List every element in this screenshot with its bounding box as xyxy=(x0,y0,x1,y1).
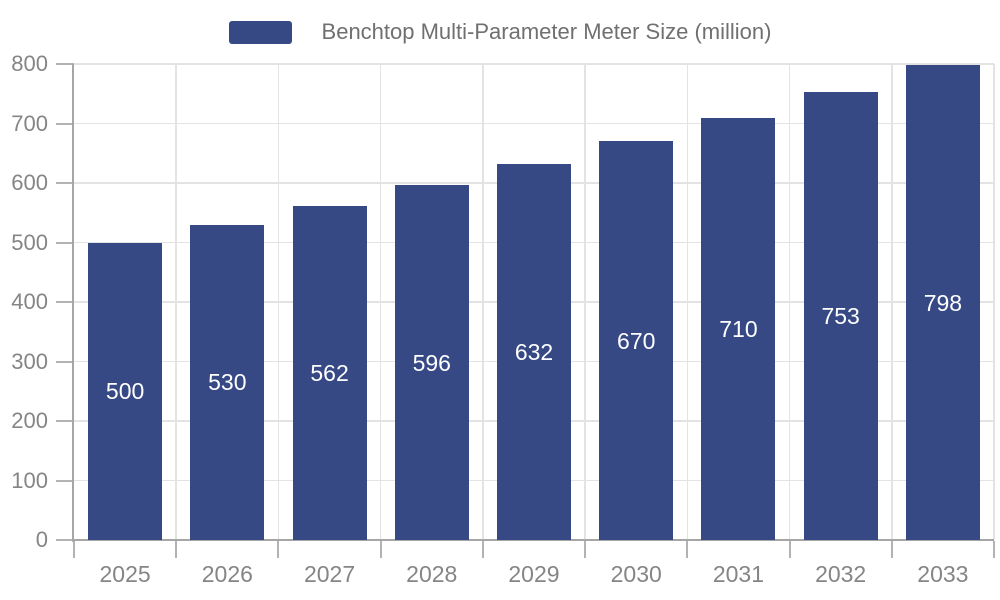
y-tick-mark xyxy=(56,63,74,65)
bar-2028 xyxy=(394,185,469,540)
x-tick-label: 2029 xyxy=(508,561,560,587)
y-tick-mark xyxy=(56,182,74,184)
legend-label: Benchtop Multi-Parameter Meter Size (mil… xyxy=(321,19,772,44)
x-gridline xyxy=(277,64,280,540)
x-tick-mark xyxy=(890,541,893,558)
x-gridline xyxy=(891,64,893,540)
bar-2032 xyxy=(803,91,878,540)
x-axis-line xyxy=(72,539,994,541)
y-tick-label: 500 xyxy=(11,229,48,255)
legend[interactable]: Benchtop Multi-Parameter Meter Size (mil… xyxy=(0,19,1000,45)
bar-2026 xyxy=(190,224,265,540)
bar-2033 xyxy=(905,65,980,540)
bar-value-label: 798 xyxy=(923,289,963,316)
y-gridline xyxy=(74,122,994,125)
bar-value-label: 632 xyxy=(514,338,554,365)
x-tick-label: 2025 xyxy=(99,561,151,587)
x-tick-label: 2027 xyxy=(303,561,356,587)
y-tick-label: 100 xyxy=(11,467,48,493)
x-tick-mark xyxy=(686,541,689,558)
y-tick-mark xyxy=(56,479,74,482)
y-tick-label: 300 xyxy=(11,348,48,374)
x-tick-label: 2032 xyxy=(815,561,867,587)
bar-2031 xyxy=(701,117,776,540)
y-tick-mark xyxy=(56,301,74,303)
bar-value-label: 530 xyxy=(208,369,247,396)
bar-value-label: 670 xyxy=(617,327,656,354)
y-tick-mark xyxy=(56,122,74,125)
x-tick-mark xyxy=(175,541,178,558)
x-gridline xyxy=(175,64,177,540)
x-tick-mark xyxy=(584,541,587,558)
x-gridline xyxy=(993,64,995,540)
bar-2029 xyxy=(497,163,571,540)
y-tick-label: 400 xyxy=(11,289,48,314)
x-gridline xyxy=(686,64,689,540)
x-tick-label: 2026 xyxy=(201,561,253,587)
x-tick-mark xyxy=(993,541,995,558)
x-tick-mark xyxy=(73,541,75,558)
x-gridline xyxy=(482,64,484,540)
bar-value-label: 562 xyxy=(310,359,349,386)
y-tick-label: 600 xyxy=(11,170,48,195)
bar-2030 xyxy=(599,141,674,540)
y-tick-label: 800 xyxy=(11,51,48,76)
x-gridline xyxy=(788,64,791,540)
y-tick-mark xyxy=(56,420,74,422)
y-tick-label: 700 xyxy=(11,110,48,136)
y-tick-mark xyxy=(56,539,74,541)
y-tick-label: 0 xyxy=(35,527,48,552)
y-axis-line xyxy=(72,64,74,542)
x-tick-mark xyxy=(481,541,484,558)
x-tick-label: 2033 xyxy=(917,561,969,587)
x-gridline xyxy=(379,64,382,540)
x-tick-label: 2028 xyxy=(406,561,458,587)
y-tick-label: 200 xyxy=(11,408,48,433)
x-tick-mark xyxy=(379,541,382,558)
x-tick-mark xyxy=(788,541,791,558)
bar-2025 xyxy=(88,242,163,540)
x-gridline xyxy=(584,64,586,540)
bar-value-label: 596 xyxy=(412,349,451,376)
legend-swatch-icon xyxy=(228,20,292,44)
y-tick-mark xyxy=(56,360,74,363)
bar-value-label: 500 xyxy=(105,378,145,405)
x-tick-label: 2030 xyxy=(610,561,662,587)
bar-value-label: 710 xyxy=(719,315,758,342)
y-tick-mark xyxy=(56,241,74,244)
bar-2027 xyxy=(292,205,367,540)
x-tick-mark xyxy=(277,541,280,558)
bar-value-label: 753 xyxy=(821,302,860,329)
x-tick-label: 2031 xyxy=(712,561,765,587)
y-gridline xyxy=(74,63,994,65)
